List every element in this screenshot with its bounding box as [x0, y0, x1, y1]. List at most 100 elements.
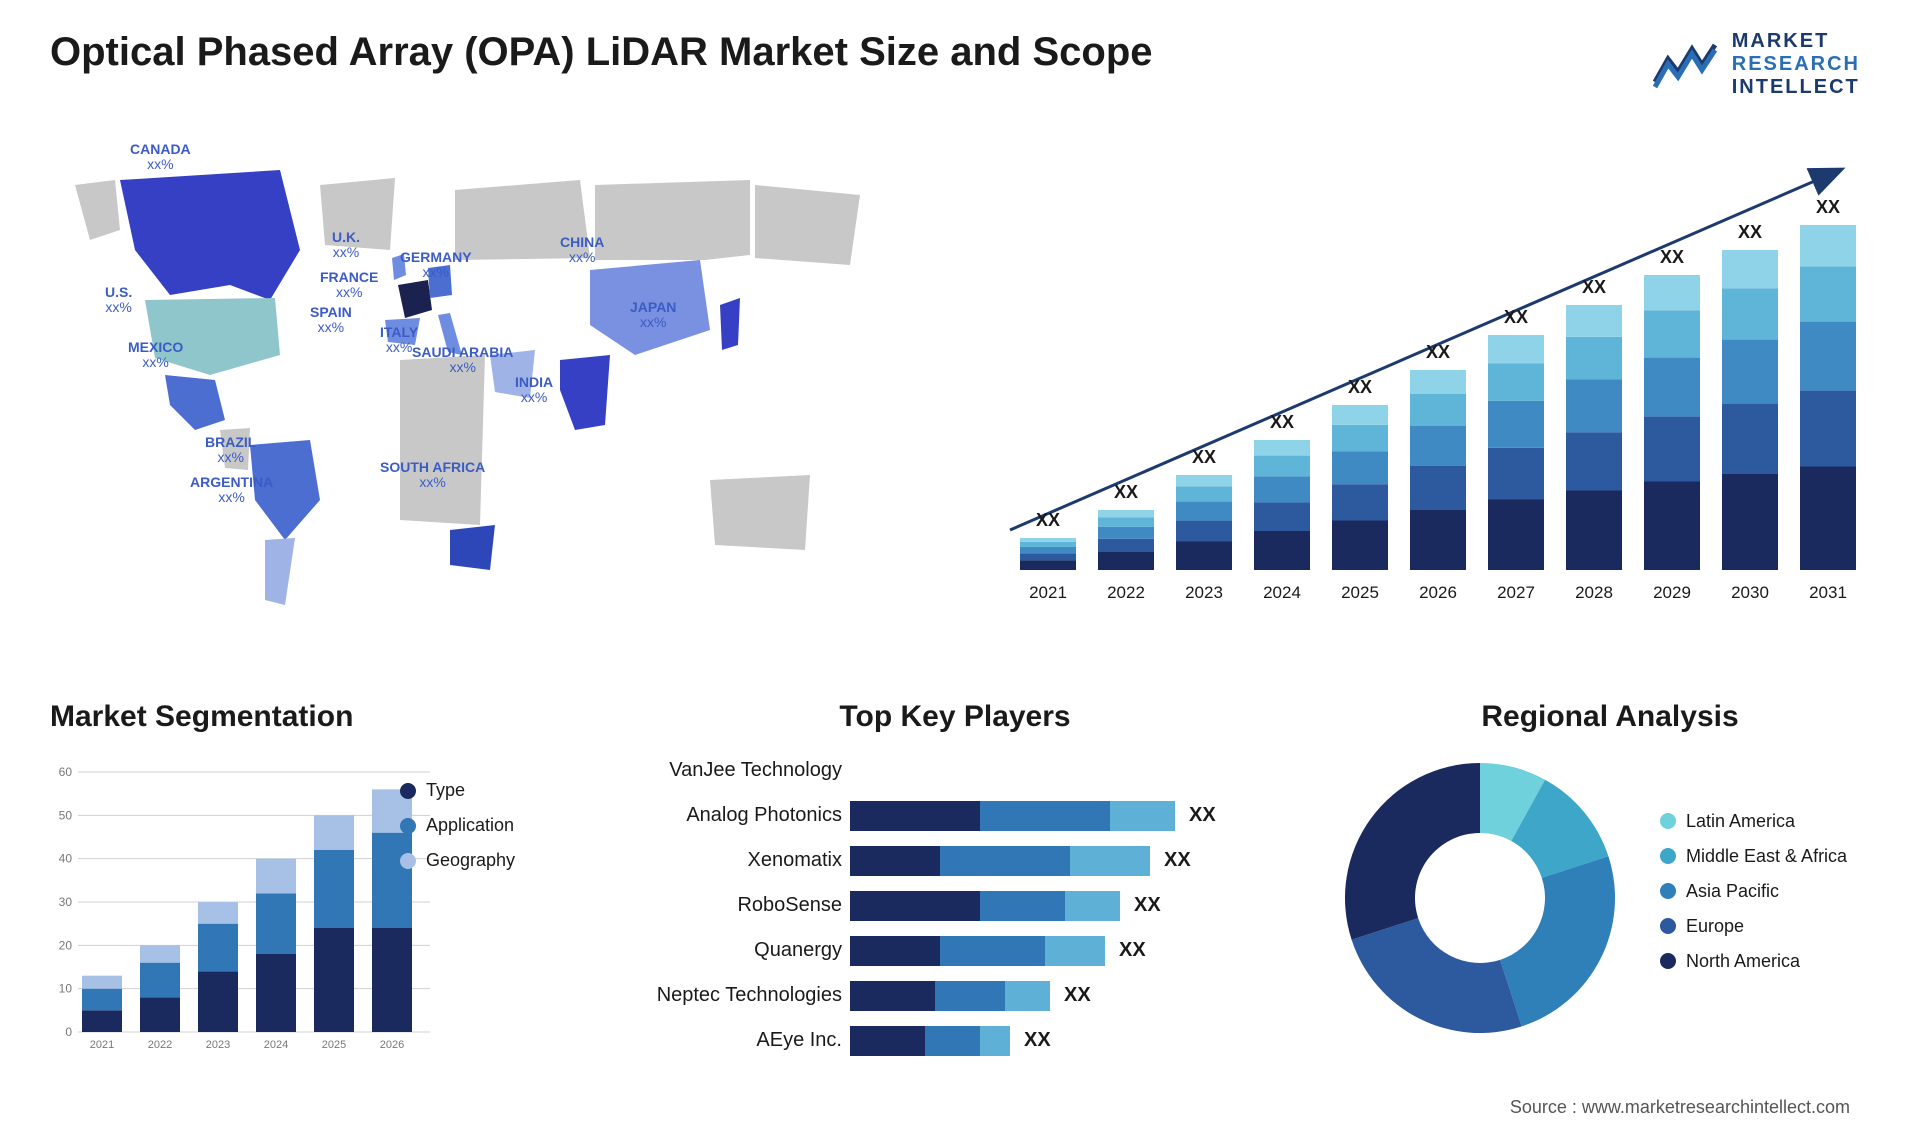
growth-year-2027: 2027 — [1497, 583, 1535, 602]
growth-bar-2026-seg1 — [1410, 466, 1466, 510]
map-label-uk: U.K.xx% — [332, 230, 360, 261]
map-label-southafrica: SOUTH AFRICAxx% — [380, 460, 485, 491]
growth-bar-2029-seg1 — [1644, 417, 1700, 482]
growth-bar-2028-seg0 — [1566, 491, 1622, 571]
growth-bar-2030-seg3 — [1722, 288, 1778, 339]
donut-slice-2 — [1500, 856, 1615, 1026]
player-bar-seg2 — [980, 1026, 1010, 1056]
growth-year-2022: 2022 — [1107, 583, 1145, 602]
growth-bar-2025-seg4 — [1332, 405, 1388, 425]
player-value: XX — [1134, 894, 1161, 917]
country-mexico — [165, 375, 225, 430]
svg-text:20: 20 — [59, 938, 73, 952]
player-bar-seg0 — [850, 801, 980, 831]
logo-line3: INTELLECT — [1732, 76, 1860, 99]
growth-chart-svg: XX2021XX2022XX2023XX2024XX2025XX2026XX20… — [980, 150, 1860, 650]
player-value: XX — [1064, 984, 1091, 1007]
growth-bar-2024-seg4 — [1254, 440, 1310, 456]
growth-bar-2025-seg1 — [1332, 484, 1388, 520]
player-bar-seg2 — [1065, 891, 1120, 921]
player-row-neptectechnologies: Neptec TechnologiesXX — [620, 973, 1290, 1018]
map-label-spain: SPAINxx% — [310, 305, 352, 336]
seg-bar-2026-0 — [372, 928, 412, 1032]
segmentation-title: Market Segmentation — [50, 700, 590, 734]
growth-value-2025: XX — [1348, 377, 1372, 397]
seg-bar-2025-0 — [314, 928, 354, 1032]
svg-text:2025: 2025 — [322, 1039, 346, 1051]
player-bar-seg2 — [1110, 801, 1175, 831]
growth-value-2030: XX — [1738, 222, 1762, 242]
growth-year-2026: 2026 — [1419, 583, 1457, 602]
growth-bar-2027-seg4 — [1488, 335, 1544, 363]
player-value: XX — [1024, 1029, 1051, 1052]
regional-legend-northamerica: North America — [1660, 951, 1847, 972]
seg-bar-2024-2 — [256, 859, 296, 894]
growth-bar-2030-seg0 — [1722, 474, 1778, 570]
growth-bar-2022-seg2 — [1098, 527, 1154, 539]
players-title: Top Key Players — [620, 700, 1290, 734]
svg-text:50: 50 — [59, 808, 73, 822]
growth-bar-2023-seg1 — [1176, 521, 1232, 542]
map-label-france: FRANCExx% — [320, 270, 378, 301]
donut-slice-3 — [1352, 918, 1522, 1033]
growth-year-2025: 2025 — [1341, 583, 1379, 602]
regional-legend-asiapacific: Asia Pacific — [1660, 881, 1847, 902]
player-label: AEye Inc. — [620, 1029, 850, 1052]
growth-bar-2027-seg3 — [1488, 363, 1544, 401]
player-bar-seg1 — [940, 846, 1070, 876]
growth-bar-2021-seg3 — [1020, 542, 1076, 547]
svg-text:2023: 2023 — [206, 1039, 230, 1051]
regional-title: Regional Analysis — [1330, 700, 1890, 734]
growth-bar-2022-seg3 — [1098, 517, 1154, 527]
regional-legend-middleeastafrica: Middle East & Africa — [1660, 846, 1847, 867]
growth-value-2028: XX — [1582, 277, 1606, 297]
country-southafrica — [450, 525, 495, 570]
player-row-aeyeinc: AEye Inc. XX — [620, 1018, 1290, 1063]
map-label-saudiarabia: SAUDI ARABIAxx% — [412, 345, 513, 376]
growth-bar-2028-seg2 — [1566, 379, 1622, 432]
growth-bar-2025-seg2 — [1332, 451, 1388, 484]
growth-year-2031: 2031 — [1809, 583, 1847, 602]
player-bar-seg0 — [850, 936, 940, 966]
growth-bar-2026-seg3 — [1410, 394, 1466, 426]
player-label: RoboSense — [620, 894, 850, 917]
country-india — [560, 355, 610, 430]
map-label-mexico: MEXICOxx% — [128, 340, 183, 371]
seg-bar-2025-2 — [314, 815, 354, 850]
seg-bar-2021-1 — [82, 989, 122, 1011]
growth-value-2031: XX — [1816, 197, 1840, 217]
svg-text:2024: 2024 — [264, 1039, 288, 1051]
seg-legend-application: Application — [400, 815, 515, 836]
growth-value-2029: XX — [1660, 247, 1684, 267]
seg-bar-2025-1 — [314, 850, 354, 928]
growth-bar-2021-seg2 — [1020, 547, 1076, 553]
seg-bar-2023-1 — [198, 924, 238, 972]
growth-year-2029: 2029 — [1653, 583, 1691, 602]
map-label-argentina: ARGENTINAxx% — [190, 475, 273, 506]
segmentation-legend: TypeApplicationGeography — [400, 780, 515, 885]
growth-bar-2021-seg1 — [1020, 553, 1076, 560]
growth-bar-2029-seg3 — [1644, 310, 1700, 357]
map-label-germany: GERMANYxx% — [400, 250, 472, 281]
player-row-xenomatix: XenomatixXX — [620, 838, 1290, 883]
growth-value-2024: XX — [1270, 412, 1294, 432]
player-row-quanergy: QuanergyXX — [620, 928, 1290, 973]
growth-value-2023: XX — [1192, 447, 1216, 467]
country-argentina — [265, 538, 295, 605]
growth-bar-2026-seg4 — [1410, 370, 1466, 394]
player-bar-seg0 — [850, 846, 940, 876]
player-bar-seg0 — [850, 1026, 925, 1056]
regional-legend: Latin AmericaMiddle East & AfricaAsia Pa… — [1660, 811, 1847, 986]
segmentation-chart-svg: 0102030405060202120222023202420252026 — [50, 752, 430, 1052]
player-row-vanjeetechnology: VanJee Technology — [620, 748, 1290, 793]
growth-value-2021: XX — [1036, 510, 1060, 530]
growth-year-2024: 2024 — [1263, 583, 1301, 602]
seg-bar-2021-2 — [82, 976, 122, 989]
world-map-svg — [50, 130, 930, 650]
logo-icon — [1650, 37, 1720, 92]
country-japan — [720, 298, 740, 350]
svg-text:10: 10 — [59, 982, 73, 996]
growth-value-2027: XX — [1504, 307, 1528, 327]
growth-bar-2028-seg1 — [1566, 432, 1622, 490]
svg-text:60: 60 — [59, 765, 73, 779]
